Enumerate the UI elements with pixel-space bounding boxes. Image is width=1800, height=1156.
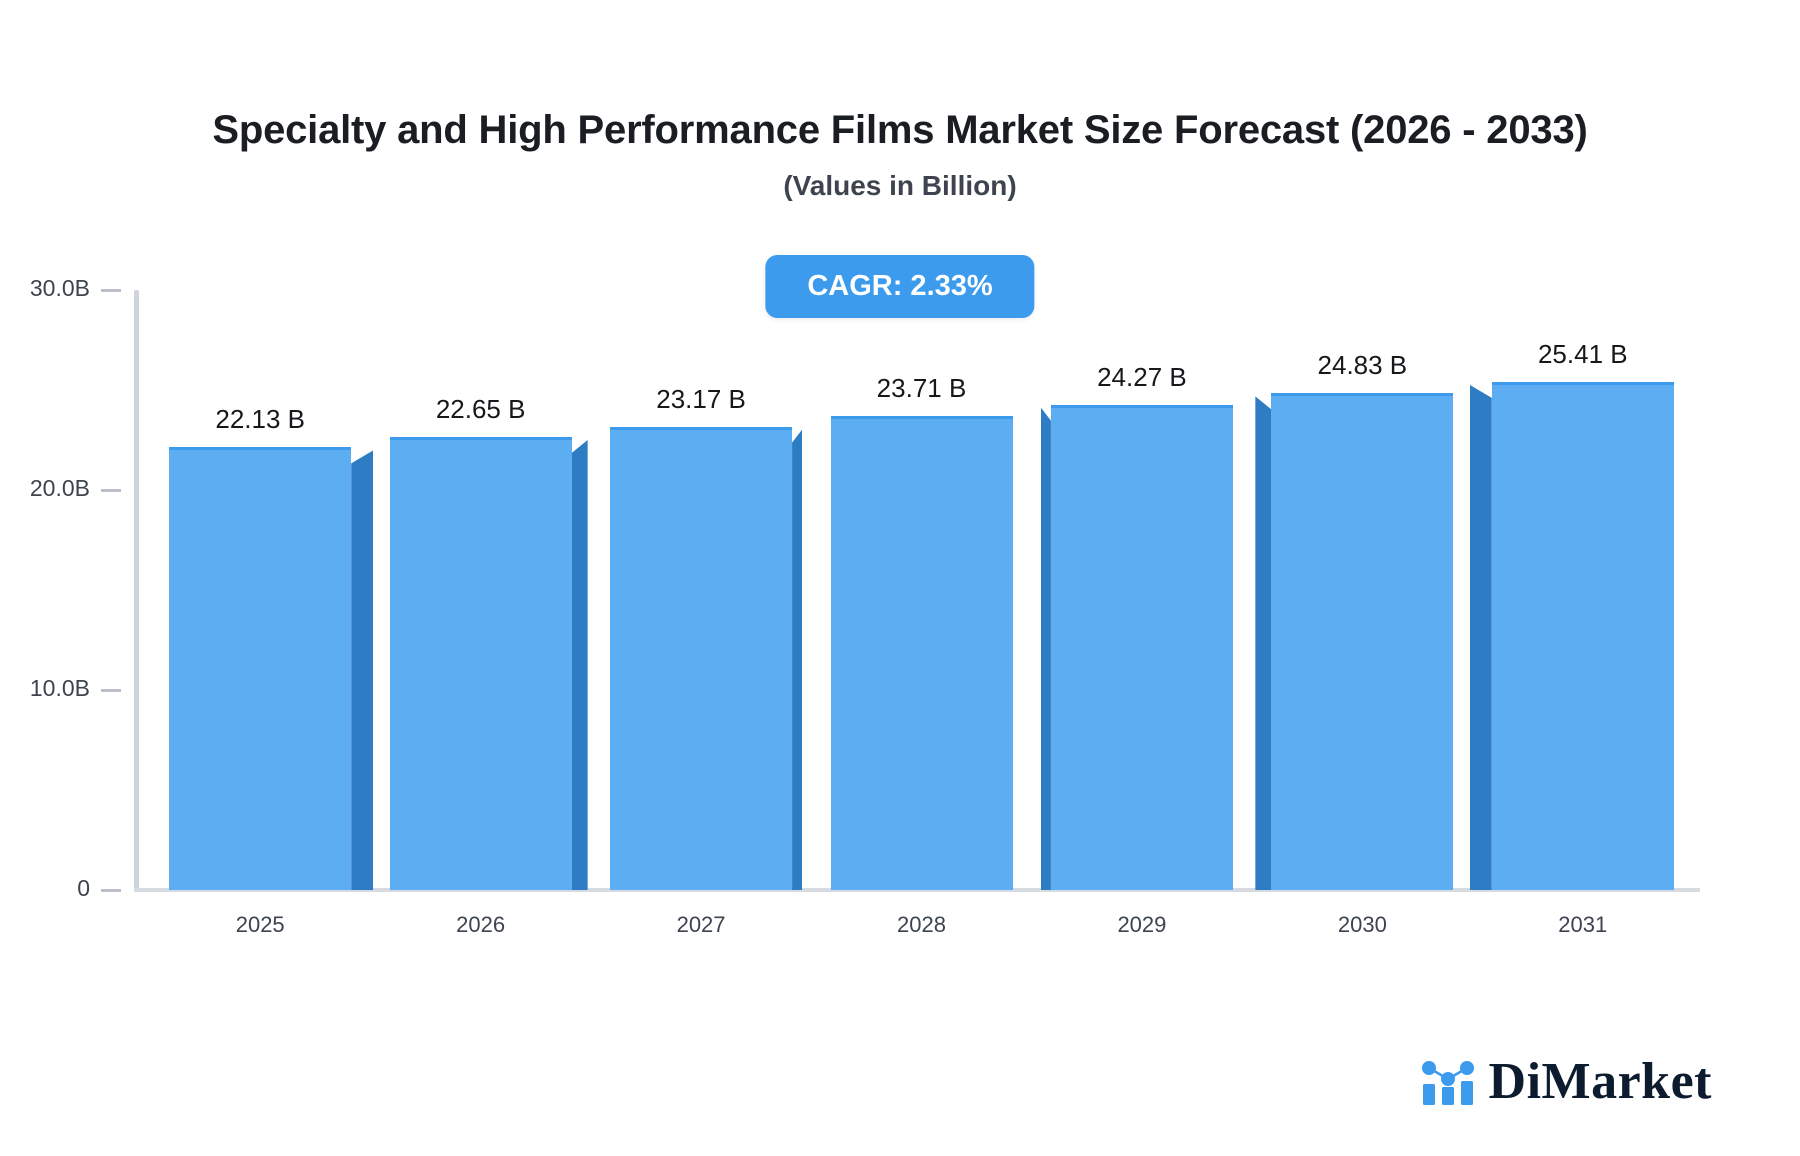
x-axis-line	[134, 888, 1700, 892]
x-axis-category-label: 2031	[1558, 912, 1608, 937]
bar-side-face	[1469, 384, 1492, 890]
bar-side-face	[571, 440, 588, 890]
bar[interactable]: 25.41 B 2031	[1469, 339, 1674, 937]
y-axis-tick-mark	[101, 889, 121, 892]
x-axis-category-label: 2026	[456, 912, 506, 937]
y-axis-line	[134, 290, 139, 890]
bar-value-label: 25.41 B	[1537, 338, 1628, 369]
y-axis-tick-label: 10.0B	[29, 675, 90, 701]
chart-title: Specialty and High Performance Films Mar…	[212, 108, 1588, 152]
y-axis-tick-mark	[101, 489, 121, 492]
bar-side-face	[792, 429, 803, 890]
y-axis-tick-mark	[101, 689, 121, 692]
chart-subtitle: (Values in Billion)	[783, 170, 1017, 201]
x-axis-category-label: 2025	[235, 912, 285, 937]
bar-face	[1050, 404, 1233, 890]
cagr-badge: CAGR: 2.33%	[765, 255, 1035, 318]
y-axis-tick-label: 20.0B	[29, 475, 90, 501]
x-axis-category-label: 2027	[676, 912, 726, 937]
x-axis-category-label: 2030	[1337, 912, 1387, 937]
y-axis-tick-label: 0	[77, 875, 90, 901]
bar-side-face	[1255, 396, 1272, 890]
bar[interactable]: 22.65 B 2026	[389, 394, 588, 937]
bar-face	[1271, 393, 1454, 890]
bar[interactable]: 23.71 B 2028	[830, 373, 1013, 937]
bar-side-face	[351, 450, 374, 890]
bar[interactable]: 24.27 B 2029	[1040, 362, 1233, 937]
bar[interactable]: 23.17 B 2027	[610, 384, 803, 937]
bar-face	[389, 437, 572, 890]
bar[interactable]: 24.83 B 2030	[1255, 350, 1454, 937]
bar-value-label: 23.71 B	[876, 372, 967, 403]
bar-face	[1491, 381, 1674, 890]
x-axis-category-label: 2028	[897, 912, 946, 937]
dimarket-logo: DiMarket	[1421, 1056, 1712, 1108]
bar-value-label: 24.83 B	[1317, 350, 1408, 381]
bar-face	[169, 447, 352, 890]
bar[interactable]: 22.13 B 2025	[169, 404, 374, 937]
y-axis-tick-mark	[101, 289, 121, 292]
bar-face	[610, 426, 793, 890]
bar-value-label: 24.27 B	[1097, 361, 1187, 392]
y-axis-tick-label: 30.0B	[29, 275, 90, 301]
bar-value-label: 22.65 B	[435, 394, 526, 424]
x-axis-category-label: 2029	[1117, 912, 1167, 937]
logo-wordmark: DiMarket	[1488, 1053, 1712, 1110]
bar-face	[830, 415, 1013, 890]
bar-value-label: 22.13 B	[215, 404, 306, 435]
bar-chart-logo-icon	[1421, 1061, 1474, 1105]
bar-value-label: 23.17 B	[656, 383, 746, 414]
bar-side-face	[1040, 407, 1051, 890]
